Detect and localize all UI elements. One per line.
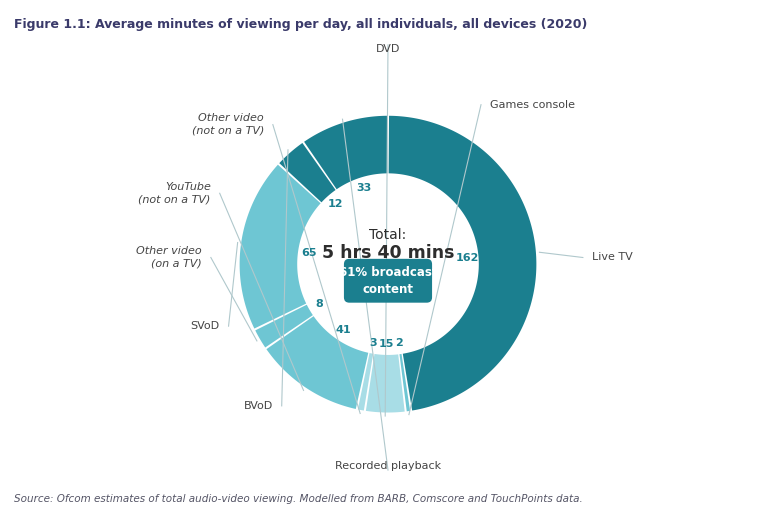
Polygon shape: [279, 143, 335, 202]
Text: 15: 15: [379, 339, 394, 349]
Text: Other video
(on a TV): Other video (on a TV): [137, 246, 202, 269]
Text: 162: 162: [456, 253, 479, 263]
Text: 8: 8: [315, 299, 323, 310]
Polygon shape: [266, 316, 369, 409]
Text: 5 hrs 40 mins: 5 hrs 40 mins: [322, 244, 454, 262]
Text: BVoD: BVoD: [244, 401, 273, 411]
Text: 12: 12: [327, 199, 343, 209]
Polygon shape: [304, 116, 387, 189]
Text: SVoD: SVoD: [191, 321, 220, 331]
Polygon shape: [358, 353, 373, 410]
Text: Recorded playback: Recorded playback: [335, 461, 441, 471]
Polygon shape: [389, 116, 536, 410]
Text: 41: 41: [336, 325, 352, 335]
Text: Figure 1.1: Average minutes of viewing per day,: Figure 1.1: Average minutes of viewing p…: [14, 18, 356, 31]
Text: DVD: DVD: [376, 44, 400, 54]
Polygon shape: [365, 354, 405, 413]
Text: YouTube
(not on a TV): YouTube (not on a TV): [138, 182, 211, 204]
Text: all individuals, all devices (2020): all individuals, all devices (2020): [356, 18, 587, 31]
Polygon shape: [255, 305, 313, 348]
Text: Source: Ofcom estimates of total audio-video viewing. Modelled from BARB, Comsco: Source: Ofcom estimates of total audio-v…: [14, 494, 583, 504]
Text: Total:: Total:: [369, 228, 407, 243]
Text: 33: 33: [356, 183, 372, 193]
Text: 3: 3: [369, 337, 377, 348]
Text: Other video
(not on a TV): Other video (not on a TV): [192, 113, 264, 136]
Text: 65: 65: [301, 248, 317, 258]
Polygon shape: [400, 354, 411, 411]
Polygon shape: [240, 165, 320, 329]
Text: 2: 2: [395, 338, 403, 348]
FancyBboxPatch shape: [344, 259, 432, 303]
Text: 61% broadcast
content: 61% broadcast content: [339, 266, 437, 296]
Text: Live TV: Live TV: [592, 252, 632, 263]
Text: Games console: Games console: [490, 100, 575, 110]
